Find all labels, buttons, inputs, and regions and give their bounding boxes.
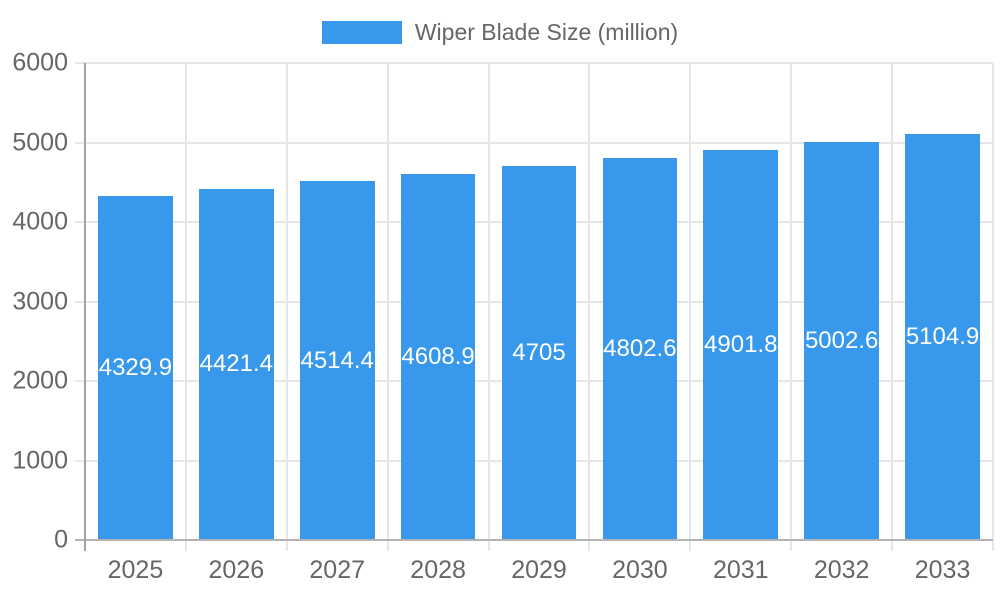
x-axis-tick — [588, 540, 591, 551]
bar-value-label: 4705 — [512, 338, 566, 366]
x-axis-tick — [386, 540, 389, 551]
category-cell: 4514.4 — [287, 63, 389, 551]
x-axis-tick — [285, 540, 288, 551]
x-tick-label: 2033 — [914, 556, 971, 584]
category-cell: 4329.9 — [85, 63, 187, 551]
legend-label[interactable]: Wiper Blade Size (million) — [414, 19, 679, 45]
x-tick-label: 2029 — [511, 556, 567, 584]
bar: 4901.8 — [703, 150, 779, 540]
gridline-h — [75, 62, 993, 64]
gridline-v — [386, 63, 389, 540]
legend[interactable]: Wiper Blade Size (million) — [0, 19, 1000, 46]
legend-swatch[interactable] — [321, 21, 402, 44]
gridline-v — [487, 63, 490, 540]
gridline-v — [285, 63, 288, 540]
bar-value-label: 5002.6 — [804, 327, 879, 355]
x-tick-label: 2030 — [612, 556, 668, 584]
bar: 4802.6 — [602, 158, 678, 540]
x-tick-label: 2026 — [208, 556, 265, 584]
x-tick-label: 2027 — [309, 556, 366, 584]
category-cell: 4608.9 — [388, 63, 490, 551]
gridline-v — [689, 63, 692, 540]
x-tick-label: 2031 — [712, 556, 769, 584]
y-tick-label: 6000 — [12, 48, 68, 77]
x-tick-label: 2028 — [410, 556, 466, 584]
category-cell: 5104.9 — [892, 63, 994, 551]
bar: 5002.6 — [804, 142, 879, 540]
x-axis-tick — [184, 540, 187, 551]
gridline-v — [991, 63, 994, 540]
bar-value-label: 4514.4 — [300, 346, 374, 374]
x-axis-line — [75, 539, 993, 541]
category-cell: 4802.6 — [589, 63, 692, 551]
bar-value-label: 4329.9 — [98, 353, 173, 381]
gridline-h — [75, 141, 993, 144]
x-axis-labels: 2025 2026 2027 2028 2029 2030 2031 2032 2033 — [85, 556, 993, 590]
x-axis-tick — [891, 540, 894, 551]
y-axis-line — [84, 63, 86, 551]
gridline-v — [790, 63, 793, 540]
x-axis-tick — [689, 540, 692, 551]
x-axis-tick — [790, 540, 793, 551]
x-axis-tick — [991, 540, 994, 551]
y-tick-label: 3000 — [12, 287, 68, 315]
category-cell: 5002.6 — [791, 63, 894, 551]
bar: 4329.9 — [98, 195, 173, 540]
category-cell: 4901.8 — [690, 63, 793, 551]
bar: 4608.9 — [400, 173, 476, 540]
gridline-v — [184, 63, 187, 540]
y-tick-label: 2000 — [12, 366, 68, 395]
y-tick-label: 4000 — [12, 207, 68, 236]
gridline-v — [891, 63, 894, 540]
category-cell: 4705 — [489, 63, 591, 551]
x-tick-label: 2025 — [107, 556, 164, 584]
bar: 4421.4 — [198, 188, 274, 540]
x-tick-label: 2032 — [813, 556, 870, 584]
bar-value-label: 4421.4 — [199, 350, 273, 378]
y-axis-labels: 0 1000 2000 3000 4000 5000 6000 — [0, 49, 75, 554]
y-tick-label: 0 — [54, 525, 68, 554]
y-tick-label: 1000 — [12, 446, 68, 475]
bar-value-label: 4802.6 — [603, 335, 677, 363]
bar: 4705 — [501, 165, 577, 540]
bar-value-label: 4901.8 — [704, 331, 778, 359]
gridline-v — [588, 63, 591, 540]
category-cell: 4421.4 — [186, 63, 288, 551]
bar-value-label: 5104.9 — [905, 323, 980, 351]
bar: 5104.9 — [905, 134, 980, 540]
y-tick-label: 5000 — [12, 128, 68, 156]
x-axis-tick — [487, 540, 490, 551]
bar: 4514.4 — [299, 181, 375, 540]
plot-area: 4329.9 4421.4 4514.4 4608.9 4705 4802.6 4901.8… — [75, 62, 994, 551]
bar-value-label: 4608.9 — [401, 342, 475, 370]
